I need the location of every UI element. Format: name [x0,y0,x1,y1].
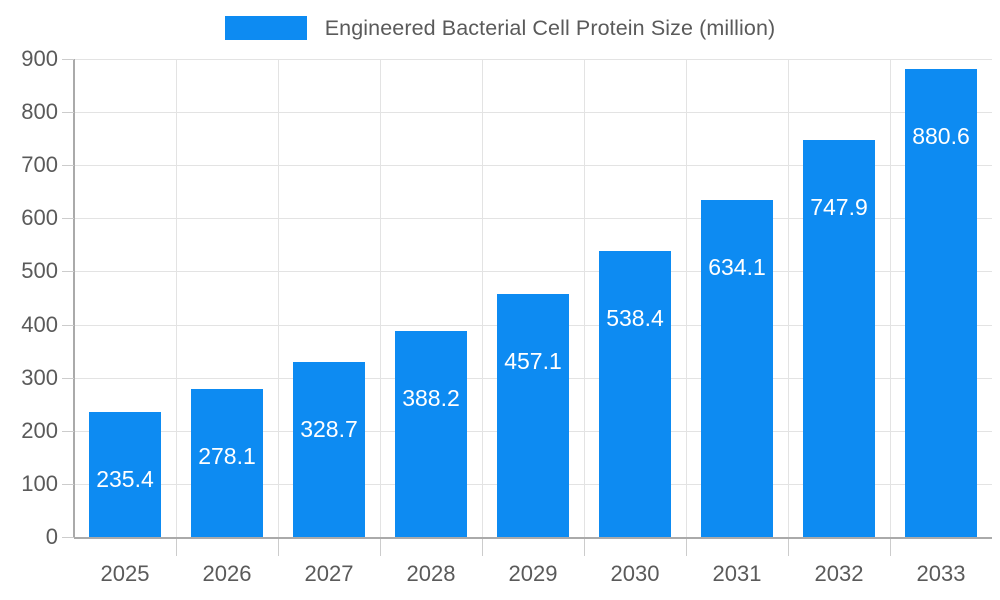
y-axis-tick-label: 700 [21,152,58,178]
y-axis-tick [62,112,74,114]
gridline-vertical [788,59,789,537]
bar[interactable] [88,411,162,537]
y-axis-tick-label: 0 [45,524,58,549]
gridline-horizontal [74,165,992,167]
y-axis-tick [62,324,74,326]
bar[interactable] [394,330,468,537]
bar-value-label: 388.2 [402,384,460,411]
gridline-vertical [278,59,279,537]
gridline-horizontal [74,112,992,114]
x-axis-tick-label: 2025 [100,561,150,586]
gridline-vertical [482,59,483,537]
y-axis-tick [62,165,74,167]
gridline-vertical [584,59,585,537]
x-axis-tick-label: 2027 [304,561,354,586]
legend-color-swatch-icon [224,16,307,40]
y-axis-tick-label: 100 [21,470,58,496]
y-axis-tick-label: 500 [21,258,58,284]
y-axis-tick-label: 900 [21,46,58,71]
bar[interactable] [292,362,366,537]
bar-value-label: 328.7 [300,416,358,443]
legend-item-series-1[interactable]: Engineered Bacterial Cell Protein Size (… [224,15,776,41]
y-axis-line [73,59,75,538]
x-axis-tick-label: 2030 [610,561,660,586]
y-axis-tick-label: 600 [21,205,58,231]
bar-value-label: 457.1 [504,348,562,375]
x-axis-tick-label: 2032 [814,561,864,586]
y-axis-tick-label: 400 [21,311,58,337]
bar-value-label: 747.9 [810,193,868,220]
x-axis-tick-label: 2026 [202,561,252,586]
y-axis-tick [62,271,74,273]
y-axis-tick-label: 300 [21,364,58,390]
x-axis-tick [686,539,687,556]
y-axis-tick [62,218,74,220]
y-axis-tick [62,430,74,432]
x-axis-tick [176,539,177,556]
y-axis-tick [62,537,74,538]
bar[interactable] [802,139,876,537]
gridline-vertical [890,59,891,537]
gridline-horizontal [74,218,992,220]
bar-value-label: 634.1 [708,254,766,281]
y-axis-tick [62,59,74,60]
x-axis-tick [788,539,789,556]
bar[interactable] [190,389,264,537]
legend-label: Engineered Bacterial Cell Protein Size (… [324,15,776,40]
bar[interactable] [496,294,570,537]
y-axis-tick-label: 200 [21,417,58,443]
x-axis-tick-label: 2031 [712,561,762,586]
y-axis-tick [62,377,74,379]
x-axis-line [74,537,992,539]
x-axis-tick [278,539,279,556]
gridline-horizontal [74,59,992,60]
x-axis-tick [482,539,483,556]
x-axis-tick-label: 2028 [406,561,456,586]
x-axis-tick-label: 2029 [508,561,558,586]
bar[interactable] [700,200,774,537]
gridline-horizontal [74,271,992,273]
y-axis-tick [62,483,74,485]
bar-value-label: 278.1 [198,443,256,470]
x-axis-tick [380,539,381,556]
bar[interactable] [904,69,978,537]
gridline-vertical [380,59,381,537]
gridline-vertical [176,59,177,537]
bar-value-label: 880.6 [912,123,970,150]
bar-value-label: 538.4 [606,305,664,332]
y-axis-tick-label: 800 [21,99,58,125]
x-axis-tick-label: 2033 [916,561,966,586]
bar[interactable] [598,251,672,537]
x-axis-tick [584,539,585,556]
gridline-vertical [686,59,687,537]
bar-value-label: 235.4 [96,465,154,492]
x-axis-tick [890,539,891,556]
chart-legend: Engineered Bacterial Cell Protein Size (… [0,0,1000,56]
